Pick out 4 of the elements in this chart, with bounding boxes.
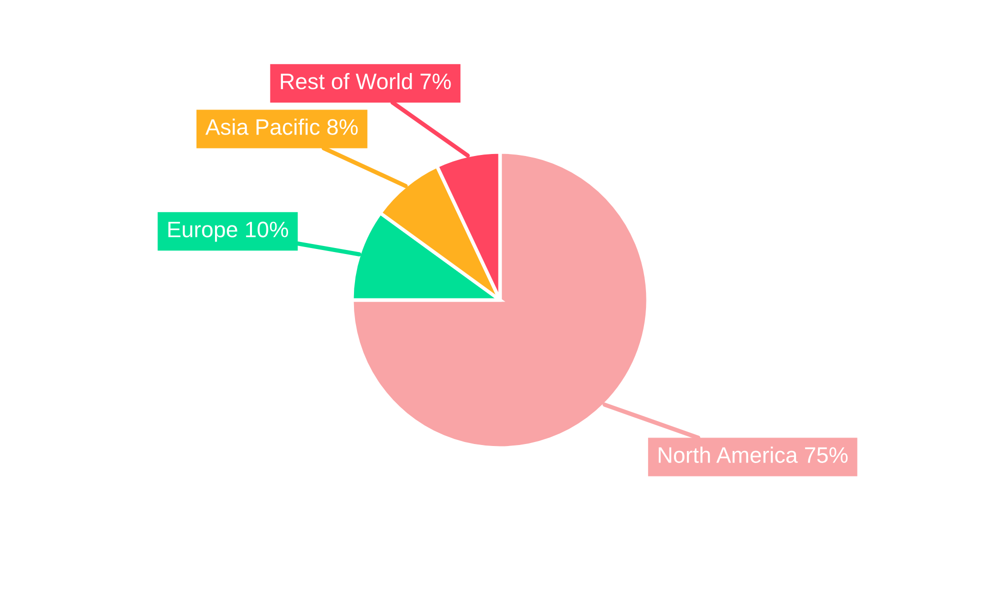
slice-label: North America 75% xyxy=(658,446,848,463)
slice-label: Rest of World 7% xyxy=(280,72,451,90)
slice-label: Europe 10% xyxy=(168,222,288,242)
slice-label: Asia Pacific 8% xyxy=(205,118,358,135)
